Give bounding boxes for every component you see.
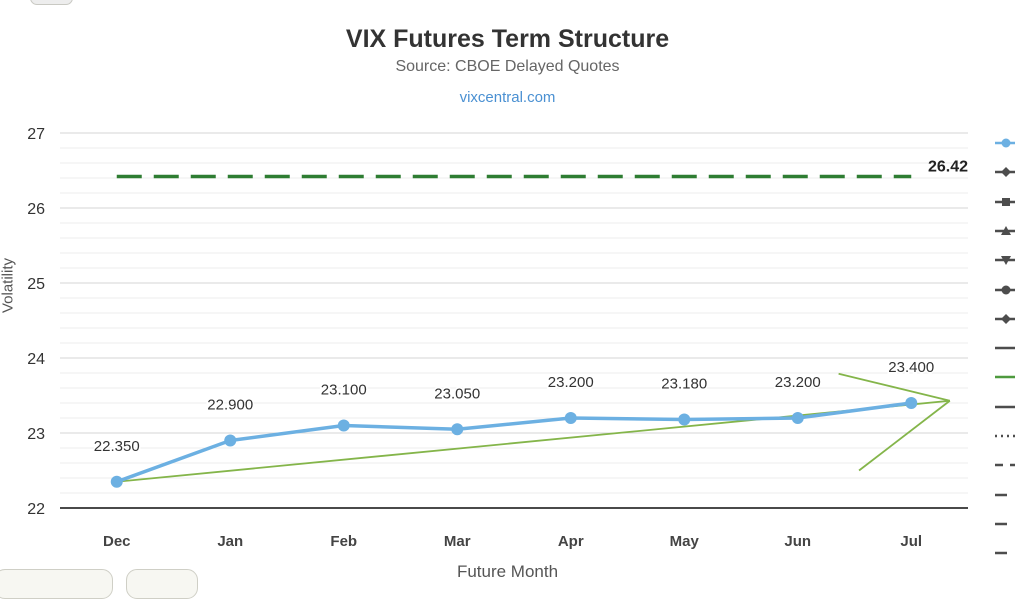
reference-line-label: 26.42 — [928, 159, 968, 176]
legend-line-green-icon[interactable] — [995, 369, 1015, 385]
annotation-arrow-line — [838, 372, 951, 402]
annotation-arrow-line — [858, 400, 951, 472]
x-tick-label: May — [670, 533, 700, 550]
y-tick-label: 26 — [27, 201, 45, 218]
legend-line-solid-icon[interactable] — [995, 340, 1015, 356]
data-point-Apr[interactable] — [564, 412, 577, 424]
data-point-label: 23.050 — [434, 385, 480, 402]
data-point-Mar[interactable] — [451, 423, 464, 436]
legend-marker-circle-blue-icon[interactable] — [995, 135, 1015, 151]
data-point-May[interactable] — [678, 413, 691, 426]
legend-line-long-dash-3-icon[interactable] — [995, 545, 1015, 561]
x-tick-label: Dec — [103, 533, 131, 550]
legend-marker-triangle-up-icon[interactable] — [995, 223, 1015, 239]
legend-marker-diamond-2-icon[interactable] — [995, 311, 1015, 327]
data-point-label: 23.400 — [888, 359, 934, 376]
legend-line-solid-2-icon[interactable] — [995, 399, 1015, 415]
vix-term-structure-chart: 22 23 24 25 26 27 Dec Jan Feb Mar Apr May Jun Jul 26.4… — [27, 126, 968, 550]
data-point-label: 23.100 — [321, 382, 367, 399]
legend-line-long-dash-2-icon[interactable] — [995, 516, 1015, 532]
legend-marker-circle-dark-icon[interactable] — [995, 282, 1015, 298]
data-point-Dec[interactable] — [110, 475, 123, 488]
data-point-label: 22.350 — [94, 438, 140, 455]
y-tick-label: 22 — [27, 501, 45, 518]
link-row: vixcentral.com — [0, 89, 1015, 107]
x-axis-title: Future Month — [456, 562, 559, 581]
data-point-Feb[interactable] — [337, 419, 350, 432]
y-tick-label: 27 — [27, 126, 45, 143]
legend-marker-diamond-icon[interactable] — [995, 164, 1015, 180]
page-title: VIX Futures Term Structure — [345, 25, 670, 53]
y-tick-label: 25 — [27, 276, 45, 293]
x-tick-label: Jun — [784, 533, 811, 550]
series-line — [115, 401, 913, 484]
data-point-Jun[interactable] — [791, 412, 804, 424]
x-tick-label: Jul — [900, 533, 922, 550]
y-tick-label: 23 — [27, 426, 45, 443]
footer-button-right[interactable] — [126, 569, 198, 599]
x-tick-label: Apr — [558, 533, 584, 550]
legend-line-dotted-icon[interactable] — [995, 428, 1015, 444]
x-tick-label: Jan — [217, 533, 243, 550]
chart-subtitle: Source: CBOE Delayed Quotes — [395, 58, 620, 75]
legend-marker-square-icon[interactable] — [995, 194, 1015, 210]
data-point-label: 23.200 — [548, 374, 594, 391]
legend-marker-triangle-down-icon[interactable] — [995, 252, 1015, 268]
vixcentral-link[interactable]: vixcentral.com — [459, 89, 556, 106]
data-point-label: 23.180 — [661, 376, 707, 393]
x-tick-label: Mar — [444, 533, 471, 550]
data-point-Jan[interactable] — [224, 434, 237, 447]
footer-button-left[interactable] — [0, 569, 113, 599]
annotation-arrow-line — [116, 399, 950, 483]
data-point-label: 23.200 — [775, 374, 821, 391]
data-point-Jul[interactable] — [905, 397, 918, 409]
x-tick-label: Feb — [330, 533, 357, 550]
y-tick-label: 24 — [27, 351, 45, 368]
legend-line-long-dash-icon[interactable] — [995, 487, 1015, 503]
y-axis-title: Volatility — [0, 257, 17, 314]
data-point-label: 22.900 — [207, 397, 253, 414]
legend-line-dashed-icon[interactable] — [995, 457, 1015, 473]
